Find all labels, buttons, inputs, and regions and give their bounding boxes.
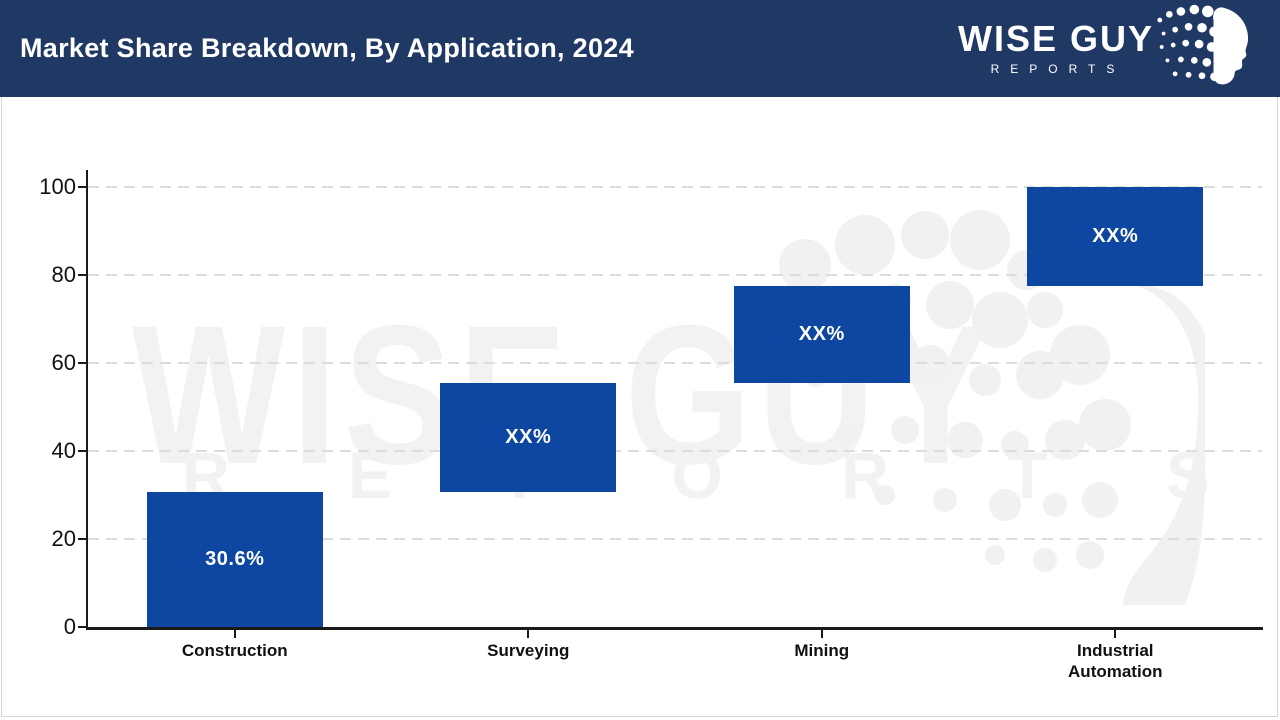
y-axis-tick-label: 80 (51, 262, 76, 287)
x-axis-category-label: Mining (794, 641, 850, 660)
x-axis-category-label: Construction (181, 641, 288, 660)
wise-guy-reports-logo: WISE GUY REPORTS (958, 4, 1250, 93)
bar-construction: 30.6% (146, 492, 323, 627)
page-title: Market Share Breakdown, By Application, … (20, 33, 634, 63)
x-axis-tick (820, 630, 823, 638)
bar-industrial-automation: XX% (1027, 187, 1204, 286)
y-axis-line (86, 170, 88, 629)
bar-surveying: XX% (440, 382, 617, 493)
y-axis-tick-label: 20 (51, 526, 76, 551)
x-axis-tick (233, 630, 236, 638)
y-axis-tick-label: 100 (39, 174, 76, 199)
y-axis-tick-label: 60 (51, 350, 76, 375)
gridline (88, 450, 1262, 452)
y-axis-tick (78, 186, 86, 188)
bar-value-label: XX% (1092, 225, 1139, 247)
y-axis-tick (78, 538, 86, 540)
y-axis-tick (78, 450, 86, 452)
y-axis-tick (78, 362, 86, 364)
logo-primary-text: WISE GUY (957, 18, 1154, 59)
x-axis-category-label: Surveying (487, 641, 570, 660)
y-axis-tick (78, 274, 86, 276)
bar-value-label: 30.6% (205, 548, 265, 571)
bar-value-label: XX% (505, 426, 552, 449)
watermark-secondary-text: R E P O R T S (182, 438, 1260, 512)
gridline (88, 274, 1262, 276)
header-bar: Market Share Breakdown, By Application, … (0, 0, 1280, 97)
logo-face-dots-icon (1154, 4, 1250, 93)
x-axis-category-label: Industrial Automation (1068, 641, 1163, 682)
bar-mining: XX% (733, 286, 910, 383)
x-axis-tick (1114, 630, 1117, 638)
gridline (88, 186, 1262, 188)
y-axis-tick (78, 626, 86, 628)
gridline (88, 362, 1262, 364)
gridline (88, 538, 1262, 540)
logo-text: WISE GUY REPORTS (957, 18, 1154, 77)
x-axis-line (86, 627, 1263, 630)
y-axis-tick-label: 0 (63, 614, 76, 639)
y-axis-tick-label: 40 (51, 438, 76, 463)
logo-secondary-text: REPORTS (990, 62, 1126, 76)
x-axis-tick (527, 630, 530, 638)
bar-value-label: XX% (798, 322, 845, 345)
